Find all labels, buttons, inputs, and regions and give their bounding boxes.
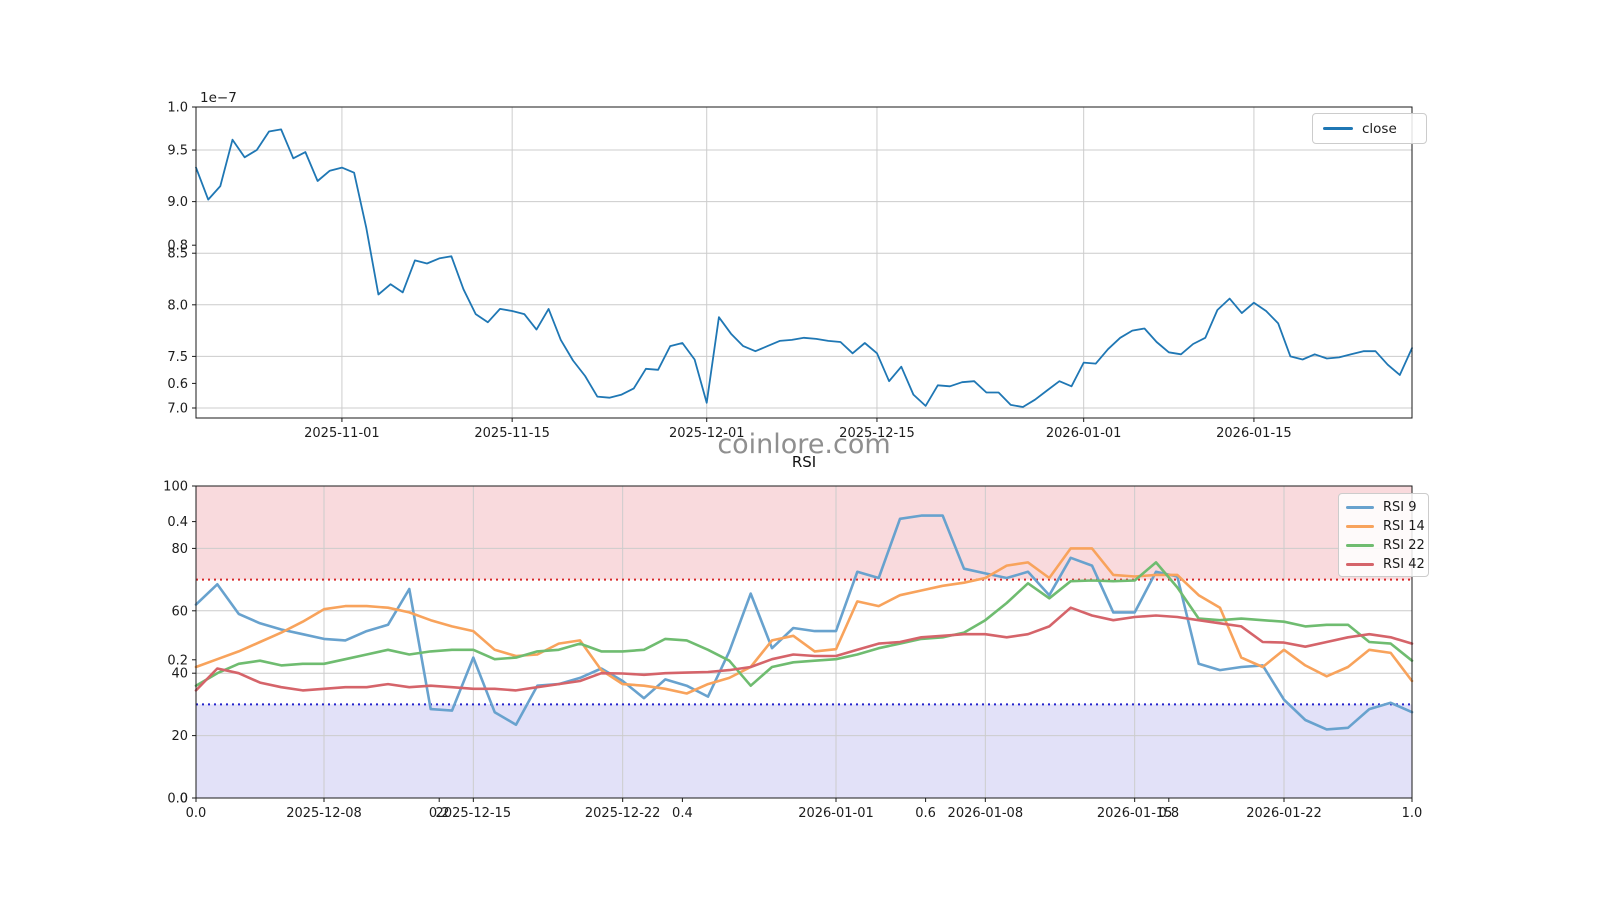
- overlay-x-tick-label: 1.0: [1402, 806, 1423, 821]
- overlay-x-tick-label: 0.8: [1158, 806, 1179, 821]
- price-axis-offset-label: 1e−7: [200, 90, 237, 106]
- y-tick-label: 8.5: [167, 247, 188, 262]
- x-tick-label: 2025-12-15: [839, 426, 915, 441]
- rsi-14-legend-label: RSI 14: [1383, 519, 1425, 534]
- rsi-legend-row: RSI 9: [1346, 498, 1421, 517]
- overlay-x-tick-label: 0.6: [915, 806, 936, 821]
- rsi-42-line: [194, 606, 1414, 692]
- x-tick-label: 2025-11-15: [474, 426, 550, 441]
- y-tick-label: 20: [171, 729, 188, 744]
- x-tick-label: 2025-12-01: [669, 426, 745, 441]
- x-tick-label: 2026-01-08: [948, 806, 1024, 821]
- y-tick-label: 9.0: [167, 195, 188, 210]
- axes-frame: [195, 485, 1413, 799]
- rsi-legend-row: RSI 22: [1346, 536, 1425, 555]
- rsi-42-swatch: [1346, 563, 1374, 566]
- rsi-overbought-zone: [196, 486, 1412, 580]
- rsi-legend-row: RSI 42: [1346, 555, 1425, 574]
- rsi-legend-row: RSI 14: [1346, 517, 1425, 536]
- y-tick-label: 9.5: [167, 144, 188, 159]
- x-tick-label: 2026-01-01: [1046, 426, 1122, 441]
- x-tick-label: 2026-01-15: [1216, 426, 1292, 441]
- rsi-22-line: [194, 561, 1414, 688]
- rsi-14-line: [194, 547, 1414, 695]
- rsi-9-line: [194, 514, 1414, 731]
- close-legend-label: close: [1362, 120, 1397, 137]
- close-line: [195, 128, 1413, 408]
- overlay-y-tick-label: 0.0: [167, 792, 188, 807]
- rsi-9-legend-label: RSI 9: [1383, 500, 1417, 515]
- rsi-panel-title: RSI: [791, 453, 817, 471]
- rsi-14-swatch: [1346, 525, 1374, 528]
- x-tick-label: 2025-12-22: [585, 806, 661, 821]
- overlay-y-tick-label: 1.0: [167, 101, 188, 116]
- y-tick-label: 7.0: [167, 401, 188, 416]
- y-tick-label: 7.5: [167, 350, 188, 365]
- rsi-legend: RSI 9 RSI 14 RSI 22 RSI 42: [1338, 493, 1429, 577]
- y-tick-label: 80: [171, 542, 188, 557]
- overlay-x-tick-label: 0.2: [429, 806, 450, 821]
- overlay-y-tick-label: 0.4: [167, 515, 188, 530]
- x-tick-label: 2025-11-01: [304, 426, 380, 441]
- rsi-oversold-zone: [196, 704, 1412, 798]
- watermark: coinlore.com: [717, 429, 891, 460]
- overlay-x-tick-label: 0.0: [186, 806, 207, 821]
- y-tick-label: 60: [171, 604, 188, 619]
- y-tick-label: 0: [180, 792, 188, 807]
- x-tick-label: 2026-01-01: [798, 806, 874, 821]
- x-tick-label: 2026-01-15: [1097, 806, 1173, 821]
- overlay-x-tick-label: 0.4: [672, 806, 693, 821]
- rsi-9-swatch: [1346, 506, 1374, 509]
- rsi-22-swatch: [1346, 544, 1374, 547]
- axes-frame: [195, 106, 1413, 419]
- price-legend: close: [1312, 113, 1427, 144]
- overlay-y-tick-label: 0.2: [167, 653, 188, 668]
- x-tick-label: 2025-12-08: [286, 806, 362, 821]
- rsi-22-legend-label: RSI 22: [1383, 538, 1425, 553]
- price-legend-row: close: [1323, 119, 1416, 138]
- rsi-42-legend-label: RSI 42: [1383, 557, 1425, 572]
- overlay-y-tick-label: 0.8: [167, 239, 188, 254]
- x-tick-label: 2026-01-22: [1246, 806, 1322, 821]
- y-tick-label: 8.0: [167, 298, 188, 313]
- y-tick-label: 100: [163, 480, 188, 495]
- y-tick-label: 40: [171, 667, 188, 682]
- close-line-swatch: [1323, 127, 1353, 130]
- x-tick-label: 2025-12-15: [436, 806, 512, 821]
- overlay-y-tick-label: 0.6: [167, 377, 188, 392]
